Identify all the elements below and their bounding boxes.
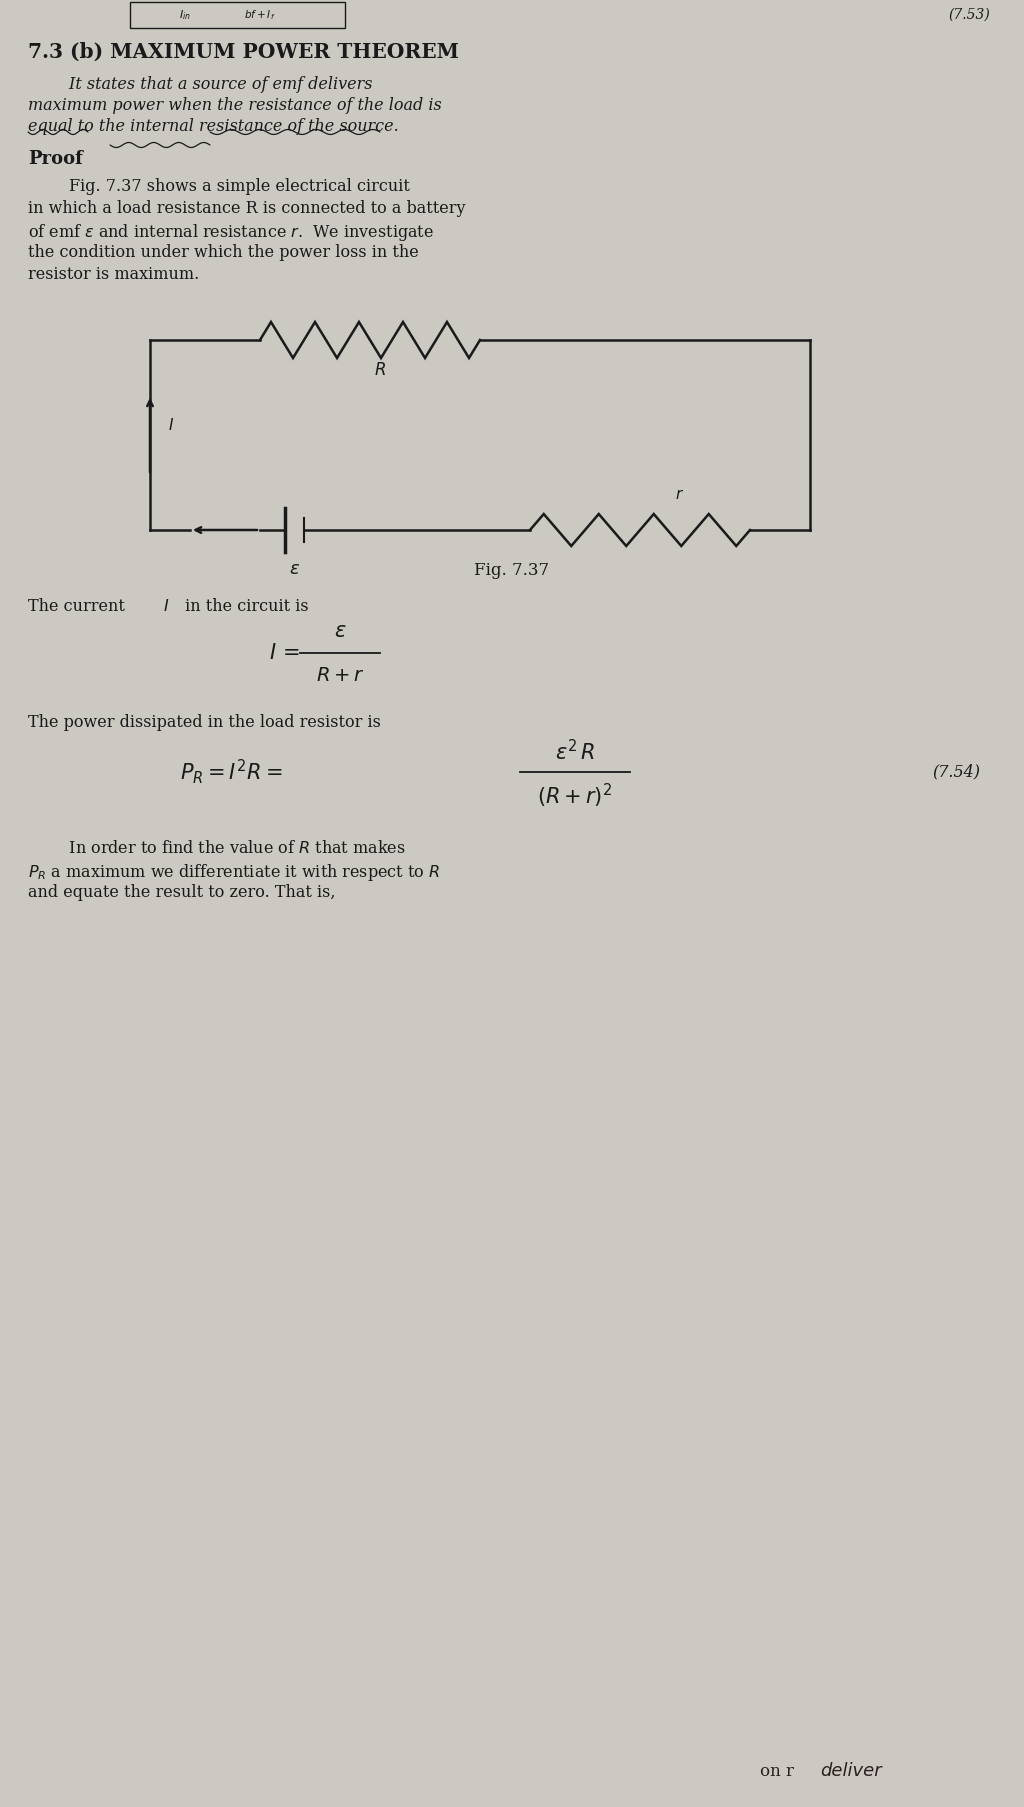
Bar — [130, 2, 345, 27]
Text: $I$: $I$ — [163, 598, 169, 614]
Text: $I_{in}$: $I_{in}$ — [179, 7, 190, 22]
Text: The power dissipated in the load resistor is: The power dissipated in the load resisto… — [28, 714, 381, 732]
Text: $P_R = I^2R =$: $P_R = I^2R =$ — [180, 757, 283, 786]
Text: equal to the internal resistance of the source.: equal to the internal resistance of the … — [28, 117, 398, 136]
Text: $\varepsilon$: $\varepsilon$ — [334, 622, 346, 641]
Text: in which a load resistance R is connected to a battery: in which a load resistance R is connecte… — [28, 201, 466, 217]
Text: in the circuit is: in the circuit is — [180, 598, 308, 614]
Text: $R$: $R$ — [374, 361, 386, 379]
Text: the condition under which the power loss in the: the condition under which the power loss… — [28, 244, 419, 260]
Text: $R+r$: $R+r$ — [315, 667, 365, 685]
Text: resistor is maximum.: resistor is maximum. — [28, 266, 200, 284]
Text: $\varepsilon$: $\varepsilon$ — [290, 560, 301, 578]
Text: $I\,=\,$: $I\,=\,$ — [269, 643, 300, 663]
Text: on r: on r — [760, 1764, 794, 1780]
Text: It states that a source of emf delivers: It states that a source of emf delivers — [28, 76, 373, 92]
Text: maximum power when the resistance of the load is: maximum power when the resistance of the… — [28, 98, 441, 114]
Text: $r$: $r$ — [676, 488, 684, 502]
Text: $P_R$ a maximum we differentiate it with respect to $R$: $P_R$ a maximum we differentiate it with… — [28, 862, 440, 884]
Text: $\varepsilon^2\, R$: $\varepsilon^2\, R$ — [555, 739, 595, 764]
Text: The current: The current — [28, 598, 130, 614]
Text: $bf + I_f$: $bf + I_f$ — [245, 7, 275, 22]
Text: Fig. 7.37: Fig. 7.37 — [474, 562, 550, 578]
Text: and equate the result to zero. That is,: and equate the result to zero. That is, — [28, 884, 336, 902]
Text: deliver: deliver — [820, 1762, 882, 1780]
Text: 7.3 (b) MAXIMUM POWER THEOREM: 7.3 (b) MAXIMUM POWER THEOREM — [28, 42, 459, 61]
Text: Fig. 7.37 shows a simple electrical circuit: Fig. 7.37 shows a simple electrical circ… — [28, 179, 410, 195]
Text: of emf $\varepsilon$ and internal resistance $r$.  We investigate: of emf $\varepsilon$ and internal resist… — [28, 222, 434, 242]
Text: $I$: $I$ — [168, 417, 174, 434]
Text: (7.53): (7.53) — [948, 7, 990, 22]
Text: $(R+r)^2$: $(R+r)^2$ — [538, 782, 612, 810]
Text: (7.54): (7.54) — [932, 764, 980, 781]
Text: In order to find the value of $R$ that makes: In order to find the value of $R$ that m… — [28, 840, 406, 857]
Text: Proof: Proof — [28, 150, 83, 168]
